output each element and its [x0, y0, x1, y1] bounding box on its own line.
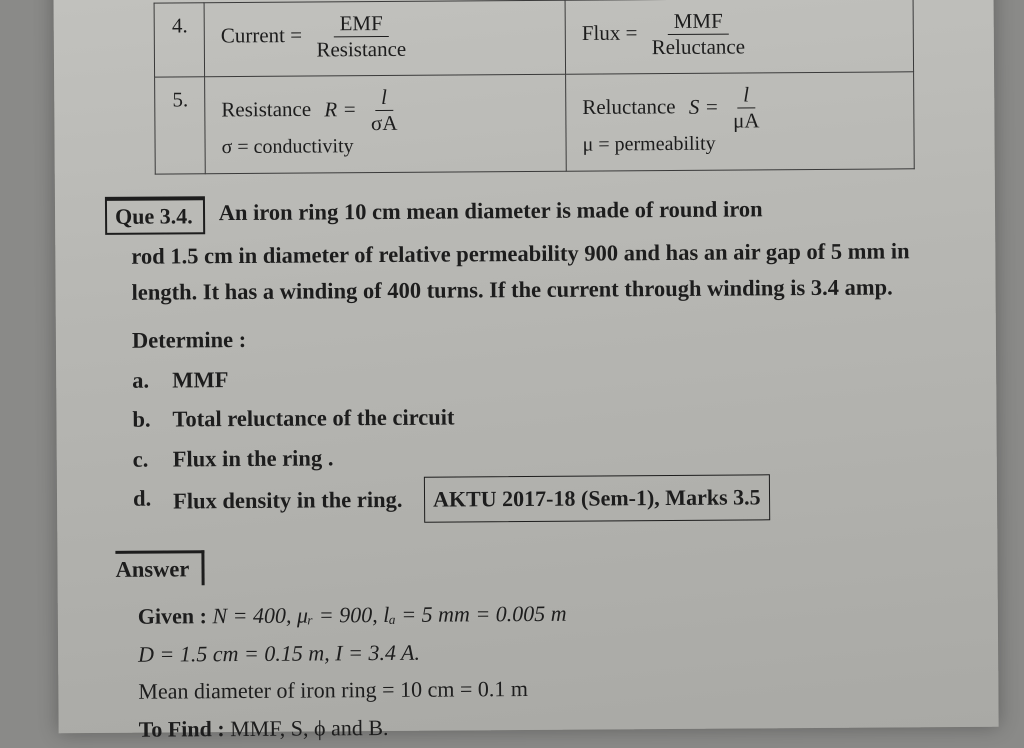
given-line: Given : N = 400, μᵣ = 900, lₐ = 5 mm = 0… [138, 593, 928, 636]
numerator: l [375, 86, 393, 111]
question-label-box: Que 3.4. [105, 197, 205, 236]
electrical-cell: Resistance R = l σA σ = conductivity [205, 74, 567, 174]
note-text: σ = conductivity [222, 134, 550, 159]
magnetic-cell: Flux = MMF Reluctance [565, 0, 914, 74]
item-text-with-tag: Flux density in the ring. AKTU 2017-18 (… [173, 473, 927, 525]
symbol-lhs: R = [324, 97, 356, 121]
fraction: EMF Resistance [310, 12, 412, 62]
lhs-text: Flux = [582, 21, 638, 45]
tofind-label: To Find : [139, 716, 225, 742]
numerator: l [737, 84, 755, 109]
item-text: Flux in the ring . [173, 434, 927, 479]
denominator: σA [365, 111, 404, 135]
magnetic-cell: Reluctance S = l μA μ = permeability [566, 72, 915, 172]
denominator: μA [727, 109, 766, 133]
question-first-line: An iron ring 10 cm mean diameter is made… [219, 192, 936, 232]
denominator: Reluctance [646, 35, 751, 60]
lhs-text: Current = [221, 23, 302, 48]
numerator: MMF [668, 10, 729, 36]
answer-heading-text: Answer [115, 551, 204, 587]
tofind-text: MMF, S, ϕ and B. [230, 715, 389, 741]
determine-list: Determine : a. MMF b. Total reluctance o… [132, 316, 927, 526]
item-marker: d. [133, 478, 173, 525]
list-item: a. MMF [132, 355, 926, 400]
denominator: Resistance [310, 37, 412, 62]
item-marker: c. [133, 439, 173, 479]
answer-heading: Answer [115, 546, 927, 587]
list-item: b. Total reluctance of the circuit [132, 394, 926, 439]
list-item: c. Flux in the ring . [133, 434, 927, 479]
lhs-text: Resistance [221, 97, 311, 122]
table-row: 5. Resistance R = l σA σ = conductivity … [155, 72, 915, 174]
item-marker: b. [132, 400, 172, 440]
question-body: rod 1.5 cm in diameter of relative perme… [131, 234, 925, 312]
fraction: MMF Reluctance [645, 9, 751, 59]
given-label: Given : [138, 604, 207, 629]
lhs-text: Reluctance [582, 95, 675, 120]
electrical-cell: Current = EMF Resistance [204, 0, 565, 77]
definitions-table: 4. Current = EMF Resistance Flux = MMF R… [154, 0, 915, 175]
symbol-lhs: S = [689, 94, 719, 118]
determine-heading: Determine : [132, 316, 926, 361]
table-row: 4. Current = EMF Resistance Flux = MMF R… [154, 0, 913, 77]
numerator: EMF [333, 12, 388, 37]
given-line: D = 1.5 cm = 0.15 m, I = 3.4 A. [138, 630, 928, 673]
item-text: Total reluctance of the circuit [172, 394, 926, 439]
item-text: Flux density in the ring. [173, 487, 403, 514]
note-text: μ = permeability [582, 132, 897, 157]
fraction: l σA [365, 86, 404, 135]
exam-tag-box: AKTU 2017-18 (Sem-1), Marks 3.5 [424, 474, 770, 523]
row-number: 5. [155, 77, 206, 175]
question-header-row: Que 3.4. An iron ring 10 cm mean diamete… [105, 192, 935, 236]
given-text: N = 400, μᵣ = 900, lₐ = 5 mm = 0.005 m [212, 601, 566, 628]
item-text: MMF [172, 355, 926, 400]
given-block: Given : N = 400, μᵣ = 900, lₐ = 5 mm = 0… [138, 593, 929, 748]
tofind-line: To Find : MMF, S, ϕ and B. [139, 705, 929, 748]
scanned-page: 4. Current = EMF Resistance Flux = MMF R… [53, 0, 998, 733]
item-marker: a. [132, 360, 172, 400]
fraction: l μA [727, 84, 766, 133]
row-number: 4. [154, 3, 205, 78]
list-item: d. Flux density in the ring. AKTU 2017-1… [133, 473, 927, 525]
